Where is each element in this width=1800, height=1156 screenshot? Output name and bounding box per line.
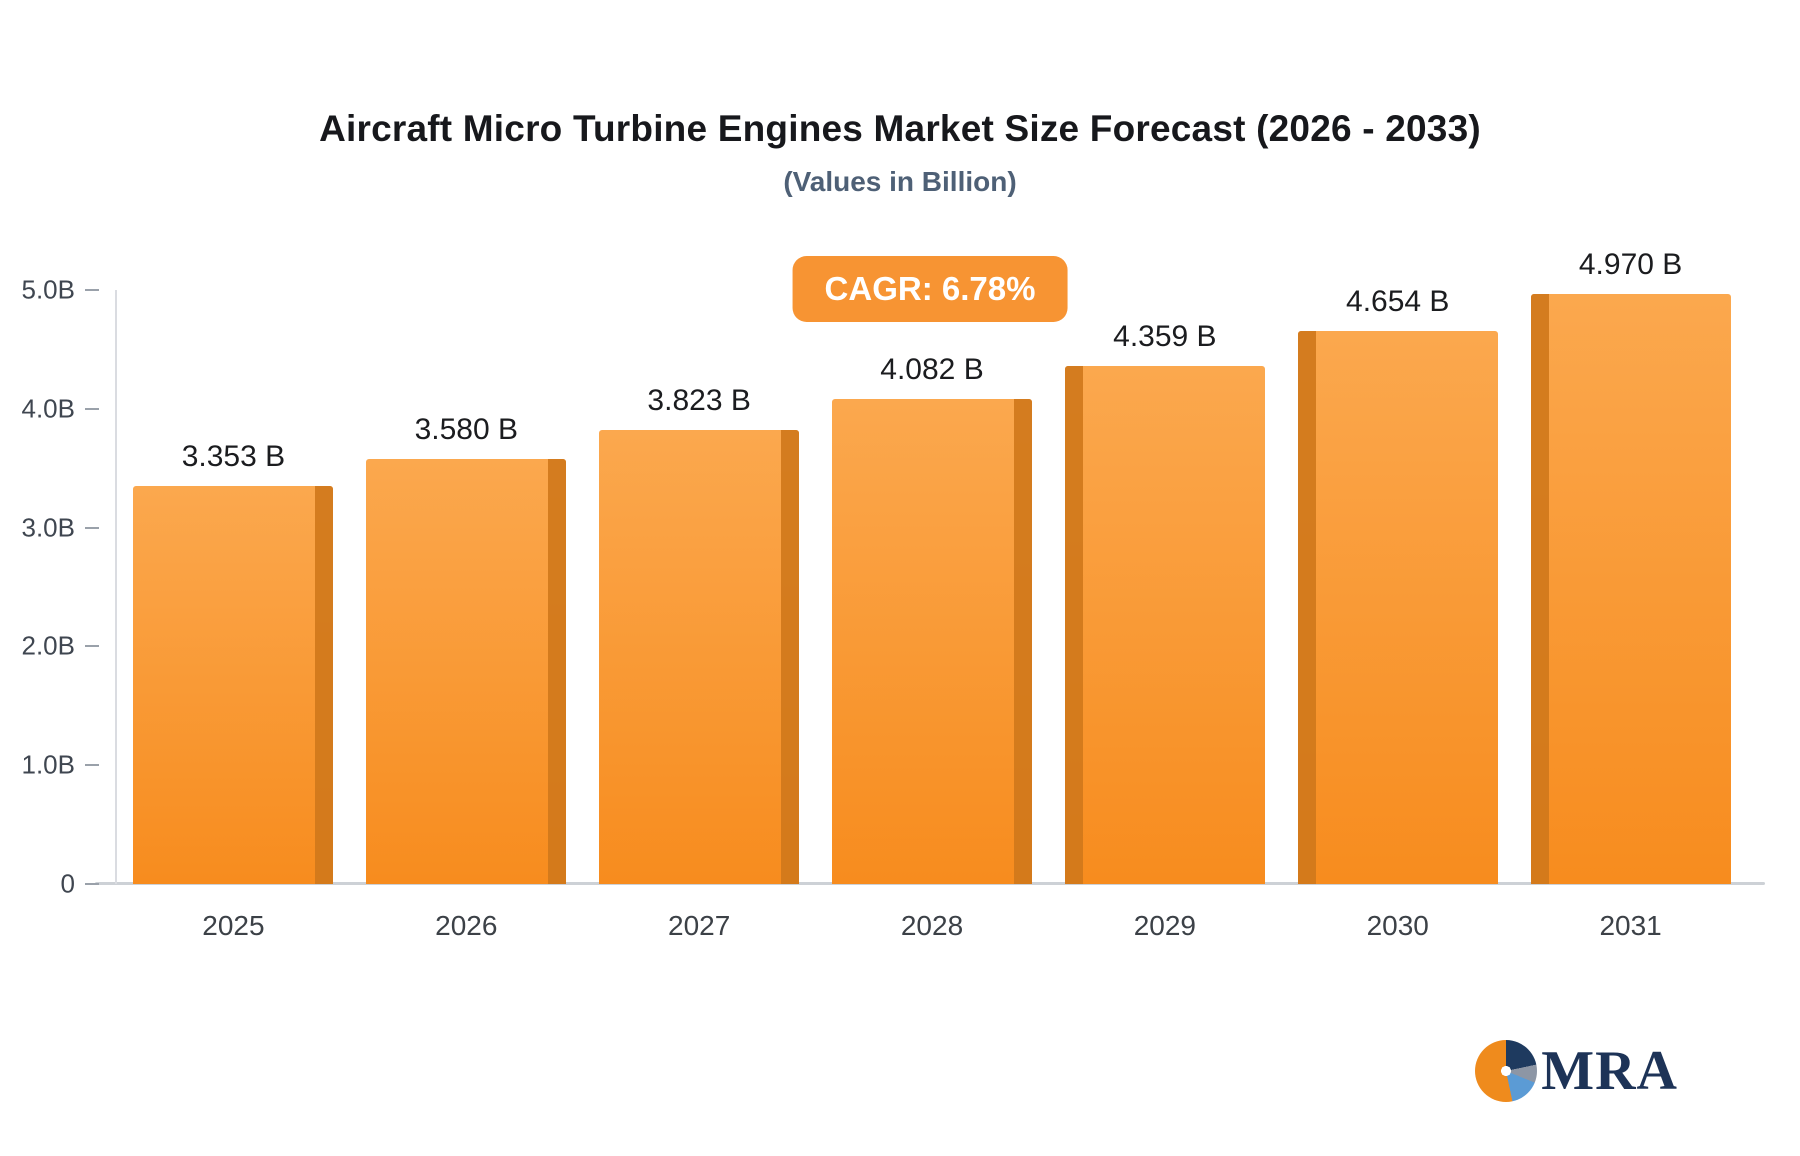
bar-column: 3.353 B 2025: [117, 290, 350, 941]
plot-area: 3.353 B 2025 3.580 B 2026 3.823 B 2027 4.082 B…: [22, 248, 1747, 941]
brand-logo-text: MRA: [1541, 1040, 1678, 1102]
bar-value-label: 3.823 B: [647, 383, 751, 417]
x-axis-label: 2031: [1599, 910, 1662, 941]
bar: 4.082 B: [832, 353, 1032, 884]
bar-side-shade: [1064, 366, 1083, 884]
bar-column: 4.082 B 2028: [816, 290, 1049, 941]
y-tick-label: 2.0B: [21, 630, 76, 661]
x-axis-label: 2030: [1366, 910, 1429, 941]
bar-column: 3.823 B 2027: [583, 290, 816, 941]
y-tick-dash: [85, 764, 99, 767]
y-tick-dash: [85, 645, 99, 648]
bar-side-shade: [548, 458, 567, 884]
y-tick-label: 5.0B: [21, 274, 76, 305]
x-axis-label: 2029: [1133, 910, 1197, 941]
bar-side-shade: [1530, 293, 1549, 884]
chart-subtitle: (Values in Billion): [783, 166, 1017, 197]
y-tick-label: 1.0B: [21, 749, 76, 780]
pie-chart-logo-icon: [1475, 1040, 1538, 1102]
chart-title: Aircraft Micro Turbine Engines Market Si…: [319, 108, 1481, 149]
bar-column: 4.359 B 2029: [1048, 290, 1281, 941]
bar-value-label: 4.654 B: [1346, 285, 1450, 319]
bar-side-shade: [1297, 331, 1316, 884]
bar-side-shade: [781, 429, 800, 884]
bars-container: 3.353 B 2025 3.580 B 2026 3.823 B 2027 4.082 B…: [117, 248, 1747, 941]
cagr-badge: CAGR: 6.78%: [792, 256, 1068, 322]
bar: 4.970 B: [1530, 248, 1731, 884]
bar-side-shade: [1014, 399, 1032, 884]
bar: 4.359 B: [1064, 320, 1265, 884]
bar-column: 4.654 B 2030: [1281, 285, 1514, 941]
bar-column: 4.970 B 2031: [1514, 248, 1747, 941]
x-axis-label: 2025: [202, 910, 265, 941]
bar-value-label: 3.580 B: [414, 412, 518, 446]
y-tick-dash: [85, 526, 99, 529]
bar-value-label: 4.082 B: [880, 353, 984, 387]
brand-logo: MRA: [1475, 1040, 1678, 1102]
bar-value-label: 4.970 B: [1578, 247, 1683, 281]
x-axis-label: 2027: [668, 910, 731, 941]
y-tick-dash: [85, 883, 99, 885]
bar: 3.823 B: [599, 384, 800, 884]
y-tick-label: 4.0B: [21, 393, 76, 424]
bar-value-label: 4.359 B: [1113, 320, 1217, 354]
bar: 3.580 B: [366, 413, 567, 884]
y-tick-label: 3.0B: [21, 512, 76, 543]
bar: 4.654 B: [1297, 285, 1498, 884]
x-axis-label: 2026: [435, 910, 498, 941]
bar-column: 3.580 B 2026: [350, 290, 583, 941]
bar: 3.353 B: [133, 440, 334, 884]
bar-side-shade: [315, 485, 334, 884]
y-tick-dash: [85, 407, 99, 410]
bar-value-label: 3.353 B: [181, 439, 286, 473]
y-tick-label: 0: [60, 868, 75, 899]
y-tick-dash: [85, 289, 99, 291]
x-axis-label: 2028: [900, 910, 964, 941]
